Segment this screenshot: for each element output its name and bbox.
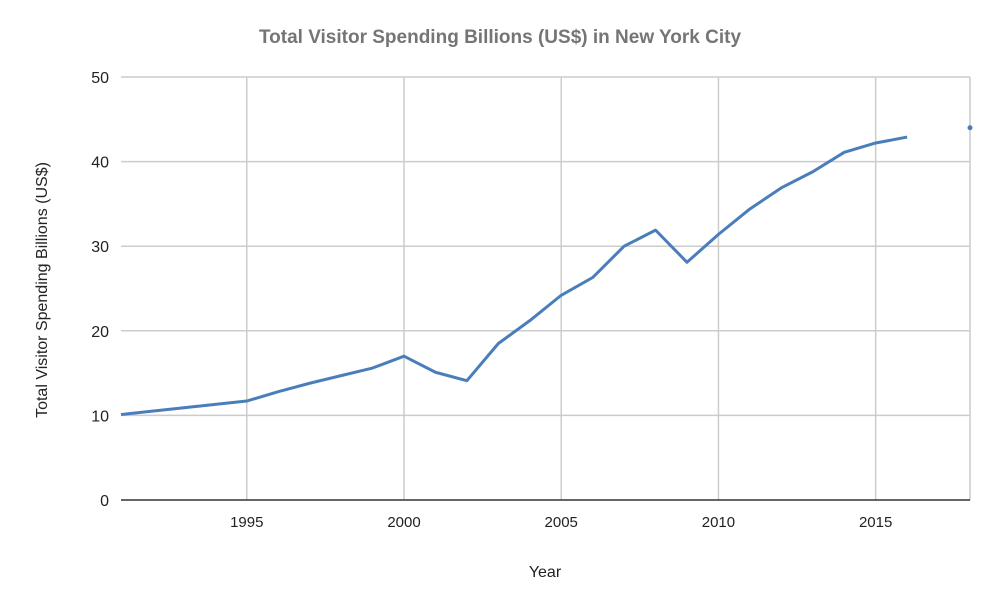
- data-point: [528, 319, 531, 322]
- data-point: [277, 390, 280, 393]
- data-point: [465, 379, 468, 382]
- data-point: [717, 233, 720, 236]
- data-point: [811, 170, 814, 173]
- x-axis-label: Year: [529, 564, 562, 581]
- data-point: [623, 245, 626, 248]
- y-tick-label: 30: [91, 239, 109, 256]
- series-line: [120, 135, 908, 417]
- data-point: [874, 141, 877, 144]
- data-point: [686, 261, 689, 264]
- data-point: [967, 125, 973, 131]
- y-tick-label: 0: [100, 493, 109, 510]
- x-tick-label: 2000: [387, 514, 420, 531]
- data-point: [120, 413, 123, 416]
- data-point: [182, 406, 185, 409]
- x-tick-label: 1995: [230, 514, 263, 531]
- data-point: [214, 403, 217, 406]
- data-point: [843, 151, 846, 154]
- x-tick-label: 2005: [545, 514, 578, 531]
- data-point: [654, 229, 657, 232]
- data-point: [403, 355, 406, 358]
- y-tick-label: 40: [91, 155, 109, 172]
- data-point: [308, 382, 311, 385]
- data-point: [497, 342, 500, 345]
- data-point: [780, 186, 783, 189]
- data-point: [748, 207, 751, 210]
- x-tick-label: 2010: [702, 514, 735, 531]
- data-point: [245, 400, 248, 403]
- data-point: [371, 367, 374, 370]
- data-point: [969, 126, 972, 129]
- data-point: [151, 410, 154, 413]
- y-tick-label: 10: [91, 408, 109, 425]
- data-point: [591, 276, 594, 279]
- data-point: [340, 374, 343, 377]
- x-tick-label: 2015: [859, 514, 892, 531]
- y-axis-label: Total Visitor Spending Billions (US$): [34, 162, 51, 418]
- y-tick-label: 50: [91, 70, 109, 87]
- y-tick-label: 20: [91, 324, 109, 341]
- data-point: [434, 371, 437, 374]
- data-point: [906, 136, 909, 139]
- chart-title: Total Visitor Spending Billions (US$) in…: [259, 27, 742, 48]
- data-point: [560, 294, 563, 297]
